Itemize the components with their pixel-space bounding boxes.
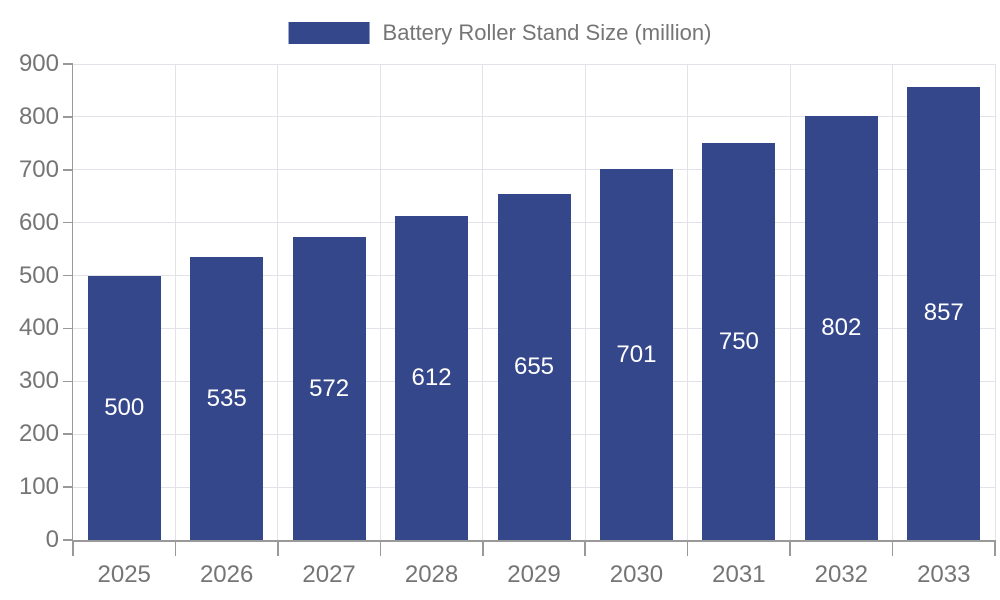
y-axis-line [71, 64, 73, 556]
bar-value-label: 750 [718, 327, 759, 355]
y-axis-label: 900 [18, 50, 59, 77]
x-axis-label: 2032 [814, 561, 869, 588]
x-axis-label: 2025 [97, 561, 151, 588]
x-tick [72, 540, 74, 556]
bar-2026[interactable]: 535 [190, 257, 264, 540]
x-axis-label: 2028 [404, 561, 459, 588]
y-tick [63, 116, 73, 118]
y-axis-label: 800 [18, 102, 59, 130]
y-tick [63, 221, 73, 224]
y-tick [63, 380, 73, 383]
x-tick [789, 540, 791, 556]
bar-2031[interactable]: 750 [702, 143, 776, 540]
y-tick [63, 486, 73, 488]
x-tick [174, 540, 177, 556]
y-gridline [73, 116, 995, 118]
bar-2030[interactable]: 701 [599, 169, 673, 540]
bar-2025[interactable]: 500 [87, 275, 161, 540]
bar-value-label: 802 [821, 313, 862, 341]
x-axis-label: 2029 [507, 561, 561, 588]
y-tick [63, 539, 73, 541]
x-axis-label: 2031 [712, 561, 766, 588]
y-gridline [73, 63, 995, 65]
bar-value-label: 500 [104, 393, 145, 421]
y-axis-label: 0 [45, 526, 59, 553]
bar-2032[interactable]: 802 [804, 115, 878, 540]
x-tick [482, 540, 484, 556]
x-gridline [482, 64, 484, 540]
y-axis-label: 600 [18, 208, 59, 236]
x-gridline [584, 64, 586, 540]
y-tick [63, 274, 73, 277]
x-gridline [174, 64, 176, 540]
y-axis-label: 500 [18, 261, 59, 289]
y-tick [63, 63, 73, 65]
y-tick [63, 327, 73, 330]
x-gridline [379, 64, 381, 540]
y-tick [63, 169, 73, 171]
x-tick [686, 540, 689, 556]
x-gridline [789, 64, 791, 540]
y-axis-label: 700 [18, 155, 59, 183]
bar-value-label: 655 [513, 352, 555, 380]
x-tick [379, 540, 382, 556]
x-gridline [994, 64, 996, 540]
x-tick [584, 540, 586, 556]
x-axis-line [71, 540, 995, 542]
y-axis-label: 300 [18, 367, 59, 395]
x-tick [891, 540, 894, 556]
bar-2029[interactable]: 655 [497, 193, 571, 540]
legend-swatch [288, 22, 370, 44]
y-tick [63, 433, 73, 435]
bar-value-label: 535 [206, 384, 247, 412]
bar-2033[interactable]: 857 [907, 86, 981, 540]
x-axis-label: 2030 [609, 561, 664, 588]
bar-value-label: 572 [309, 374, 350, 402]
bar-value-label: 701 [616, 340, 657, 368]
bar-value-label: 857 [923, 299, 964, 327]
x-gridline [687, 64, 689, 540]
legend-label: Battery Roller Stand Size (million) [382, 20, 712, 45]
y-axis-label: 200 [18, 420, 59, 448]
x-tick [277, 540, 279, 556]
x-gridline [892, 64, 894, 540]
y-axis-label: 100 [18, 473, 59, 501]
x-axis-label: 2026 [199, 561, 254, 588]
x-tick [994, 540, 996, 556]
y-gridline [73, 169, 995, 171]
x-axis-label: 2027 [302, 561, 356, 588]
legend[interactable]: Battery Roller Stand Size (million) [288, 20, 712, 46]
bar-value-label: 612 [411, 364, 452, 392]
bar-2027[interactable]: 572 [292, 237, 366, 540]
bar-2028[interactable]: 612 [395, 216, 469, 540]
y-axis-label: 400 [18, 314, 59, 342]
x-axis-label: 2033 [917, 561, 971, 588]
x-gridline [277, 64, 279, 540]
